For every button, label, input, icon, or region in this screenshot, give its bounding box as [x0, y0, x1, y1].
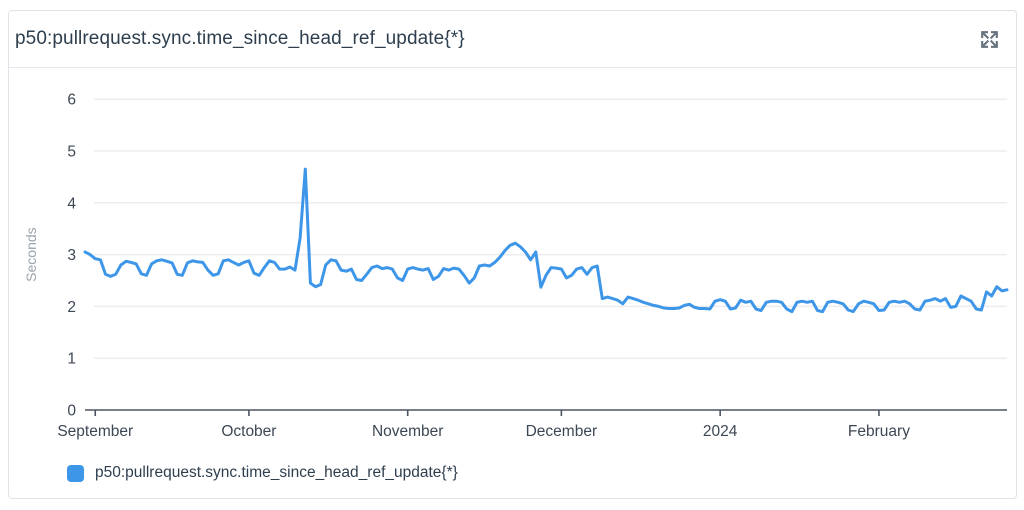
widget-title: p50:pullrequest.sync.time_since_head_ref… [15, 28, 465, 49]
chart-plot-area[interactable]: 0 1 2 3 4 5 6 Seconds September October November De… [9, 68, 1016, 449]
line-chart[interactable]: 0 1 2 3 4 5 6 Seconds September October November De… [9, 68, 1016, 449]
y-tick-label-1: 1 [67, 351, 76, 368]
x-tick-label-2024: 2024 [703, 423, 738, 440]
legend-swatch[interactable] [67, 464, 84, 482]
widget-header: p50:pullrequest.sync.time_since_head_ref… [9, 11, 1016, 68]
legend-series-label[interactable]: p50:pullrequest.sync.time_since_head_ref… [95, 464, 458, 481]
expand-icon [980, 30, 998, 48]
series-line[interactable] [83, 167, 1009, 314]
y-tick-label-0: 0 [67, 403, 76, 420]
y-tick-label-4: 4 [67, 195, 76, 212]
chart-legend: p50:pullrequest.sync.time_since_head_ref… [9, 449, 1016, 497]
x-tick-label-November: November [372, 423, 444, 440]
x-tick-label-December: December [526, 423, 598, 440]
expand-button[interactable] [977, 27, 1001, 51]
y-tick-label-2: 2 [67, 299, 76, 316]
y-tick-label-6: 6 [67, 92, 76, 109]
x-tick-label-October: October [221, 423, 276, 440]
y-tick-label-5: 5 [67, 144, 76, 161]
y-axis-label: Seconds [23, 227, 39, 281]
chart-widget: p50:pullrequest.sync.time_since_head_ref… [8, 10, 1017, 499]
x-tick-label-February: February [848, 423, 910, 440]
x-tick-label-September: September [57, 423, 133, 440]
y-tick-label-3: 3 [67, 247, 76, 264]
